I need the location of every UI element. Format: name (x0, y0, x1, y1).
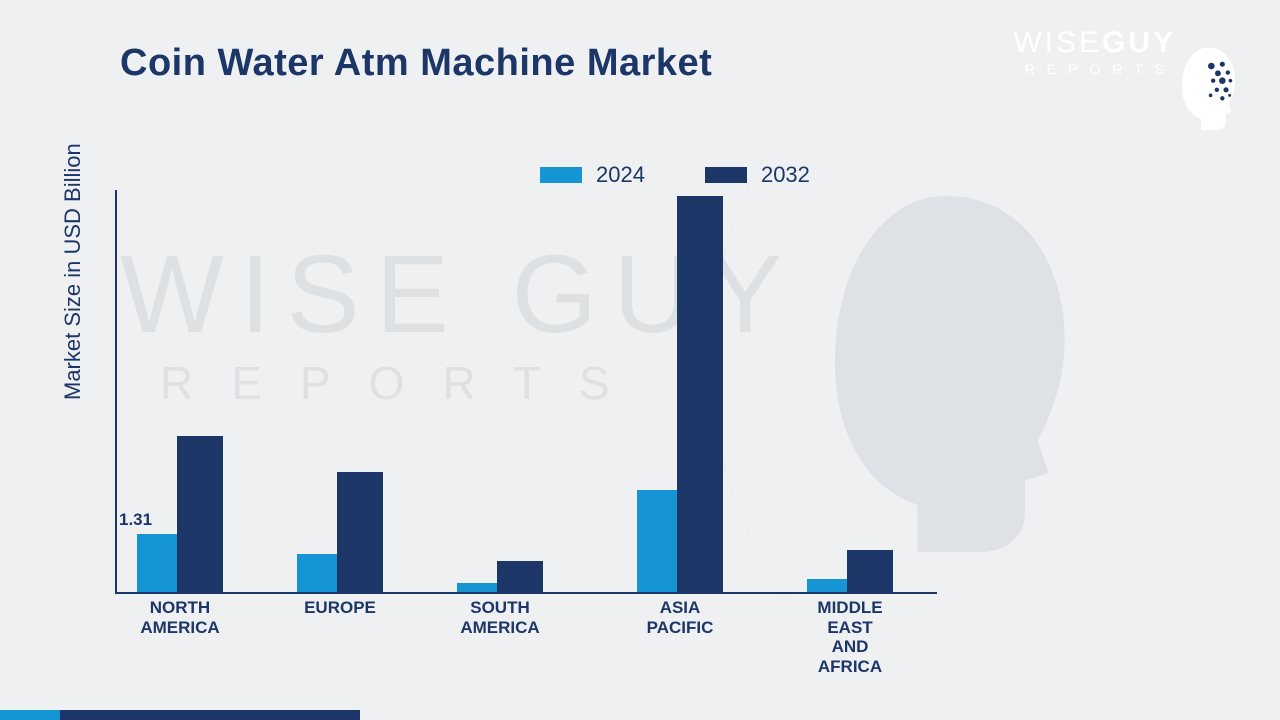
bar-group (457, 561, 577, 592)
legend: 2024 2032 (540, 162, 810, 188)
x-axis-label: MIDDLEEASTANDAFRICA (775, 598, 925, 676)
bar-group (637, 196, 757, 592)
bar-group (297, 472, 417, 592)
legend-swatch-2032 (705, 167, 747, 183)
bar-2032 (847, 550, 893, 592)
bar-value-label: 1.31 (119, 510, 152, 530)
legend-item-2032: 2032 (705, 162, 810, 188)
bar-2024 (637, 490, 677, 592)
legend-swatch-2024 (540, 167, 582, 183)
x-axis-label: ASIAPACIFIC (605, 598, 755, 637)
x-axis-label: SOUTHAMERICA (425, 598, 575, 637)
chart-plot-area: 1.31 (115, 190, 937, 594)
brand-line1a: WISE (1013, 26, 1102, 59)
bar-2032 (677, 196, 723, 592)
brand-logo: WISEGUY REPORTS (1013, 28, 1246, 76)
legend-item-2024: 2024 (540, 162, 645, 188)
x-axis-label: EUROPE (265, 598, 415, 618)
bar-2024 (297, 554, 337, 592)
legend-label-2024: 2024 (596, 162, 645, 188)
bar-group (807, 550, 927, 592)
bar-2032 (337, 472, 383, 592)
footer-accent-blue (0, 710, 60, 720)
x-axis-label: NORTHAMERICA (105, 598, 255, 637)
bar-2032 (497, 561, 543, 592)
bar-2024 (457, 583, 497, 592)
brand-line1b: GUY (1102, 26, 1176, 59)
page-title: Coin Water Atm Machine Market (120, 42, 712, 85)
bar-2032 (177, 436, 223, 592)
y-axis-label: Market Size in USD Billion (60, 143, 86, 400)
stage: WISE GUY REPORTS Coin Water Atm Machine … (0, 0, 1280, 720)
bar-group (137, 436, 257, 592)
legend-label-2032: 2032 (761, 162, 810, 188)
brand-line2: REPORTS (1013, 62, 1176, 76)
bar-2024 (137, 534, 177, 592)
bar-2024 (807, 579, 847, 592)
